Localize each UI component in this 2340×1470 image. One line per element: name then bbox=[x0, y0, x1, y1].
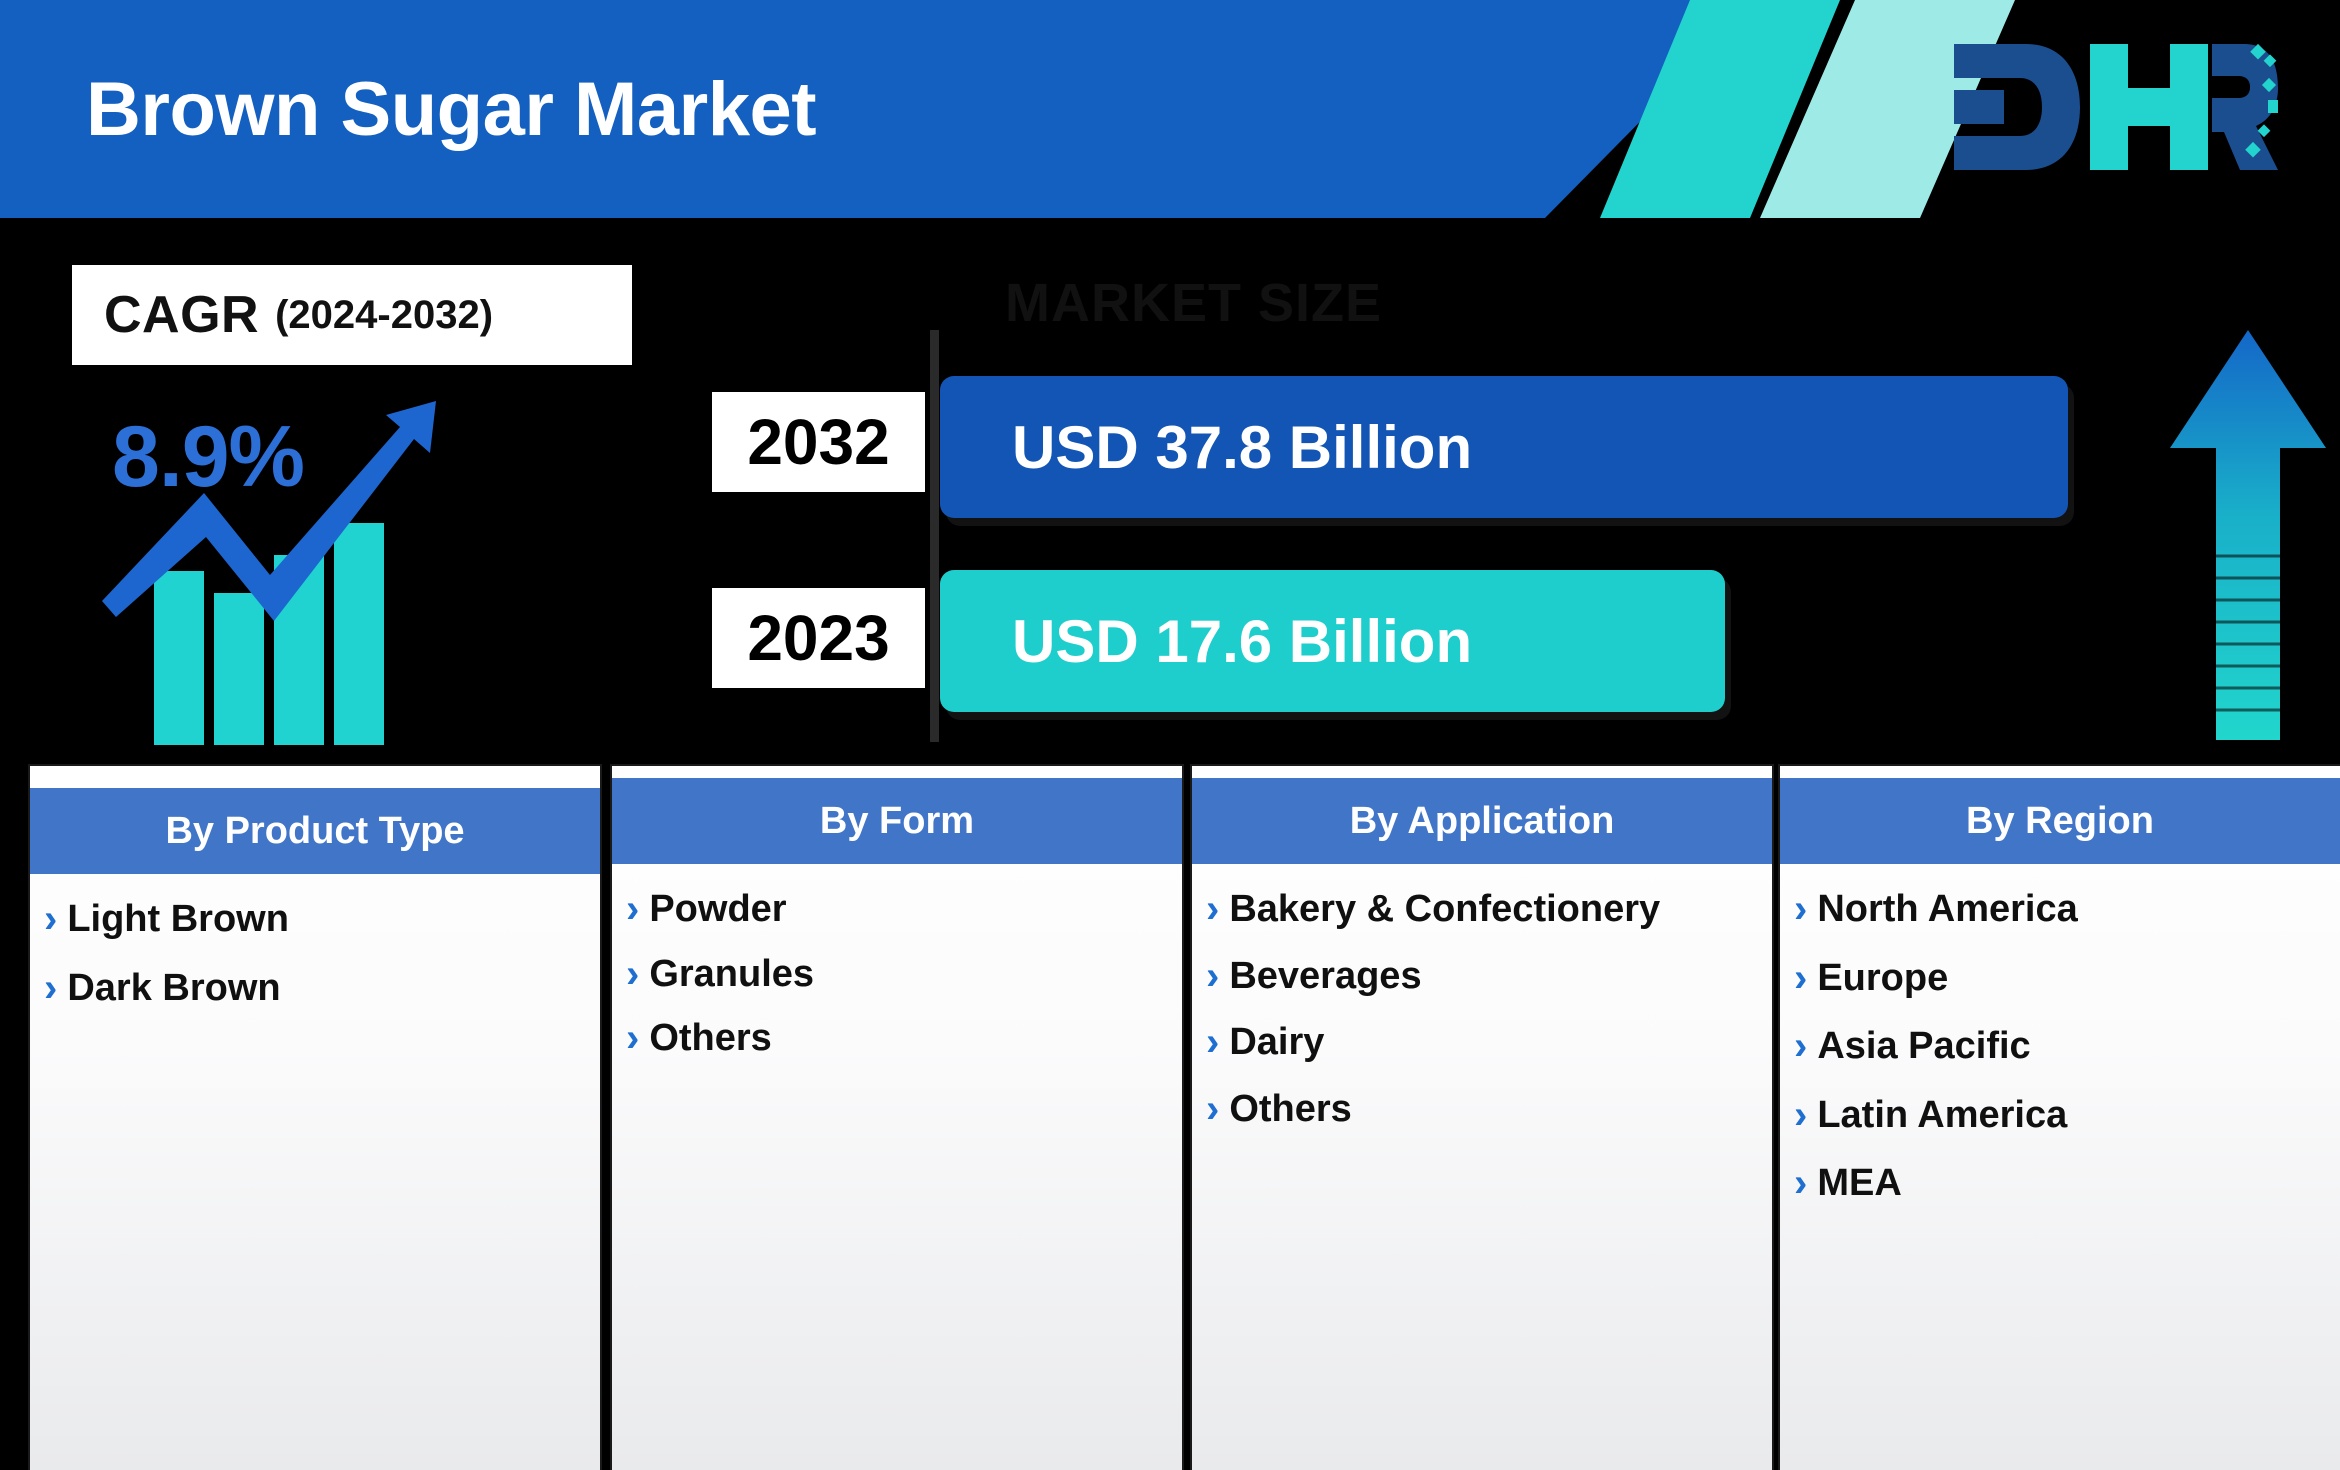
list-item-label: Powder bbox=[649, 888, 787, 930]
list-item-label: Dairy bbox=[1229, 1021, 1325, 1064]
list-item[interactable]: › Europe bbox=[1794, 957, 2326, 1000]
bar-columns-icon bbox=[154, 523, 384, 745]
segment-card-application[interactable]: By Application › Bakery & Confectionery … bbox=[1192, 766, 1772, 1470]
year-label-2032: 2032 bbox=[712, 392, 925, 492]
list-item[interactable]: › North America bbox=[1794, 888, 2326, 931]
list-item[interactable]: › Granules bbox=[626, 953, 1168, 996]
list-item-label: Bakery & Confectionery bbox=[1229, 888, 1661, 930]
card-header-region: By Region bbox=[1780, 778, 2340, 864]
list-item-label: Asia Pacific bbox=[1817, 1025, 2031, 1068]
market-size-title: MARKET SIZE bbox=[1005, 273, 1383, 333]
segment-card-region[interactable]: By Region › North America › Europe › Asi… bbox=[1780, 766, 2340, 1470]
list-item[interactable]: › Others bbox=[626, 1017, 1168, 1060]
list-item[interactable]: › Light Brown bbox=[44, 898, 586, 941]
trend-arrow-icon bbox=[102, 401, 436, 621]
chevron-right-icon: › bbox=[1794, 1161, 1808, 1206]
card-title-application: By Application bbox=[1349, 799, 1615, 842]
cagr-label: CAGR bbox=[104, 286, 260, 344]
growth-chart-icon bbox=[100, 385, 520, 745]
card-body-product-type: › Light Brown › Dark Brown bbox=[30, 874, 600, 1009]
chevron-right-icon: › bbox=[1794, 1092, 1808, 1137]
chevron-right-icon: › bbox=[626, 1016, 640, 1061]
list-item-label: Others bbox=[649, 1017, 772, 1060]
header-blue-band bbox=[0, 0, 1760, 218]
logo-letter-r bbox=[2212, 44, 2278, 170]
chevron-right-icon: › bbox=[44, 897, 58, 941]
chevron-right-icon: › bbox=[1794, 1024, 1808, 1069]
segment-cards: By Product Type › Light Brown › Dark Bro… bbox=[0, 766, 2340, 1470]
chevron-right-icon: › bbox=[1206, 887, 1220, 931]
card-title-product-type: By Product Type bbox=[165, 809, 465, 852]
cagr-value: 8.9% bbox=[112, 409, 305, 505]
list-item-label: Beverages bbox=[1229, 954, 1422, 997]
card-body-region: › North America › Europe › Asia Pacific … bbox=[1780, 864, 2340, 1205]
logo-letter-h bbox=[2090, 44, 2208, 170]
card-title-region: By Region bbox=[1966, 799, 2154, 842]
list-item-label: North America bbox=[1817, 888, 2078, 930]
card-header-application: By Application bbox=[1192, 778, 1772, 864]
chevron-right-icon: › bbox=[1794, 887, 1808, 931]
segment-card-form[interactable]: By Form › Powder › Granules › Others bbox=[612, 766, 1182, 1470]
logo-letter-d bbox=[1954, 44, 2080, 170]
list-item[interactable]: › Powder bbox=[626, 888, 1168, 931]
bar-2023: USD 17.6 Billion bbox=[940, 570, 1725, 712]
chevron-right-icon: › bbox=[1206, 1086, 1220, 1131]
list-item-label: Light Brown bbox=[67, 898, 289, 940]
year-2023-text: 2023 bbox=[747, 602, 890, 674]
chevron-right-icon: › bbox=[626, 887, 640, 931]
chevron-right-icon: › bbox=[1206, 953, 1220, 998]
list-item[interactable]: › MEA bbox=[1794, 1162, 2326, 1205]
list-item[interactable]: › Asia Pacific bbox=[1794, 1025, 2326, 1068]
cagr-period: (2024-2032) bbox=[275, 292, 494, 337]
chevron-right-icon: › bbox=[1794, 955, 1808, 1000]
year-2032-text: 2032 bbox=[747, 406, 890, 478]
dhr-logo bbox=[1948, 40, 2278, 175]
list-item-label: Dark Brown bbox=[67, 966, 281, 1009]
page-header: Brown Sugar Market bbox=[0, 0, 2340, 218]
list-item[interactable]: › Latin America bbox=[1794, 1094, 2326, 1137]
page-title: Brown Sugar Market bbox=[86, 67, 817, 152]
list-item[interactable]: › Dark Brown bbox=[44, 967, 586, 1010]
card-header-form: By Form bbox=[612, 778, 1182, 864]
list-item[interactable]: › Dairy bbox=[1206, 1021, 1758, 1064]
list-item-label: Latin America bbox=[1817, 1093, 2068, 1136]
card-body-form: › Powder › Granules › Others bbox=[612, 864, 1182, 1060]
chevron-right-icon: › bbox=[1206, 1020, 1220, 1065]
bar-2032: USD 37.8 Billion bbox=[940, 376, 2068, 518]
up-arrow-icon bbox=[2168, 330, 2328, 740]
list-item[interactable]: › Beverages bbox=[1206, 955, 1758, 998]
cagr-box: CAGR (2024-2032) bbox=[72, 265, 632, 365]
card-body-application: › Bakery & Confectionery › Beverages › D… bbox=[1192, 864, 1772, 1130]
list-item-label: Europe bbox=[1817, 956, 1949, 999]
card-title-form: By Form bbox=[819, 799, 975, 842]
list-item[interactable]: › Others bbox=[1206, 1088, 1758, 1131]
chevron-right-icon: › bbox=[626, 951, 640, 996]
card-header-product-type: By Product Type bbox=[30, 788, 600, 874]
list-item[interactable]: › Bakery & Confectionery bbox=[1206, 888, 1758, 931]
bar-2032-value: USD 37.8 Billion bbox=[1012, 413, 1473, 481]
year-label-2023: 2023 bbox=[712, 588, 925, 688]
list-item-label: MEA bbox=[1817, 1162, 1902, 1205]
chart-axis-line bbox=[930, 330, 939, 742]
list-item-label: Others bbox=[1229, 1087, 1352, 1130]
list-item-label: Granules bbox=[649, 952, 815, 995]
bar-2023-value: USD 17.6 Billion bbox=[1012, 607, 1473, 675]
chevron-right-icon: › bbox=[44, 965, 58, 1010]
segment-card-product-type[interactable]: By Product Type › Light Brown › Dark Bro… bbox=[30, 766, 600, 1470]
